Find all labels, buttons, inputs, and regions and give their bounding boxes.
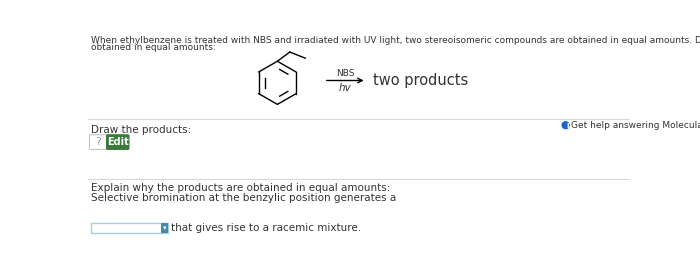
Text: obtained in equal amounts:: obtained in equal amounts: xyxy=(90,43,216,52)
Text: Explain why the products are obtained in equal amounts:: Explain why the products are obtained in… xyxy=(90,183,390,193)
Bar xyxy=(161,223,168,233)
Text: hv: hv xyxy=(339,83,351,93)
Text: Get help answering Molecular Drawing questions.: Get help answering Molecular Drawing que… xyxy=(571,121,700,130)
Text: NBS: NBS xyxy=(336,69,354,78)
Text: ?: ? xyxy=(95,137,101,147)
Text: that gives rise to a racemic mixture.: that gives rise to a racemic mixture. xyxy=(172,223,361,233)
Text: Draw the products:: Draw the products: xyxy=(90,125,191,135)
Text: Selective bromination at the benzylic position generates a: Selective bromination at the benzylic po… xyxy=(90,193,396,203)
Text: ▾: ▾ xyxy=(163,225,167,231)
Text: two products: two products xyxy=(372,73,468,88)
FancyBboxPatch shape xyxy=(106,135,129,149)
FancyBboxPatch shape xyxy=(90,135,107,149)
Text: Edit: Edit xyxy=(107,137,129,147)
Text: When ethylbenzene is treated with NBS and irradiated with UV light, two stereois: When ethylbenzene is treated with NBS an… xyxy=(90,36,700,45)
Circle shape xyxy=(562,122,569,129)
Bar xyxy=(90,223,168,233)
Text: i: i xyxy=(566,121,569,130)
